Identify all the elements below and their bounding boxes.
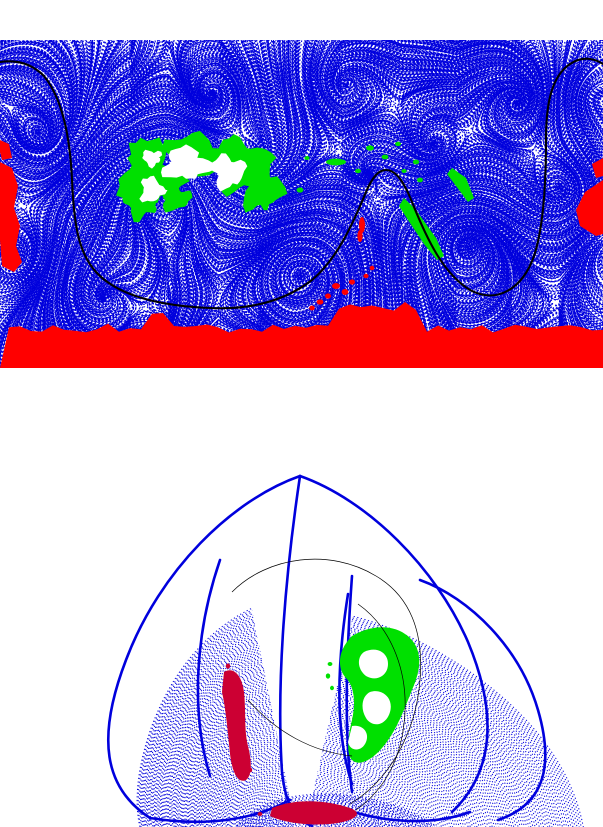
lobed-surface-canvas: [0, 380, 603, 827]
three-dimensional-lobed-surface-panel: [0, 380, 603, 827]
map-projection-panel: [0, 40, 603, 368]
map-projection-canvas: [0, 40, 603, 368]
